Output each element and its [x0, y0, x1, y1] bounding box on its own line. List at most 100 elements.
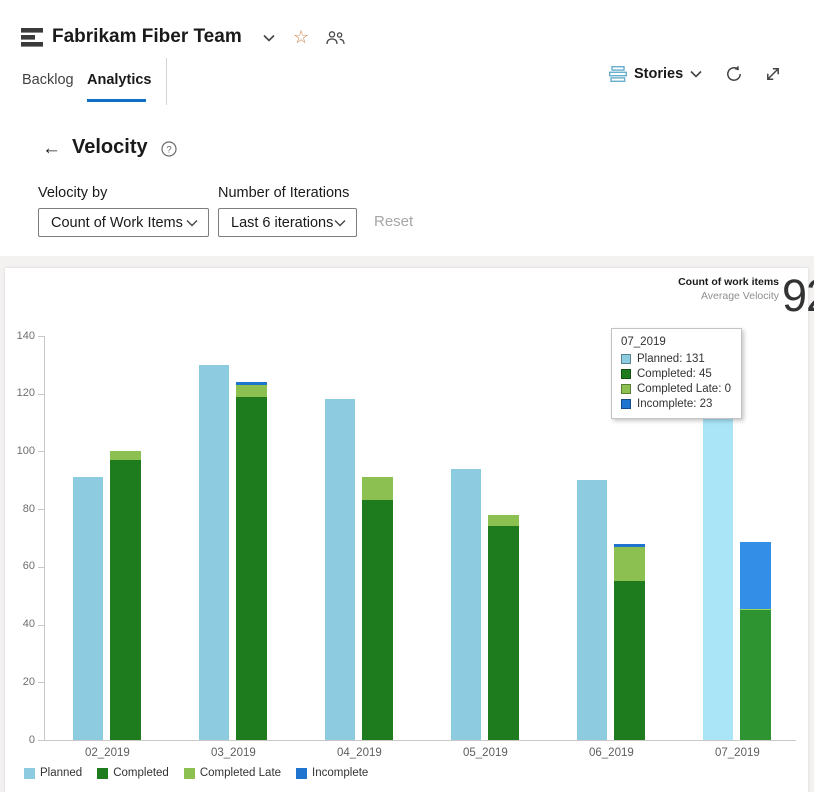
y-axis-label: 40 — [22, 618, 35, 631]
x-axis-label-04_2019: 04_2019 — [337, 747, 382, 759]
bar-completed-late-04_2019[interactable] — [362, 477, 393, 501]
y-axis-label: 140 — [16, 329, 35, 342]
tooltip-row-incomplete: Incomplete: 23 — [621, 398, 731, 410]
average-velocity-stat: Count of work items Average Velocity — [678, 276, 779, 302]
legend-item-incomplete[interactable]: Incomplete — [296, 767, 368, 779]
chart-tooltip: 07_2019 Planned: 131 Completed: 45 Complet… — [611, 328, 742, 419]
tab-backlog[interactable]: Backlog — [22, 72, 74, 88]
y-axis-tick — [38, 336, 44, 337]
legend-label: Incomplete — [312, 767, 369, 779]
help-circle-icon[interactable]: ? — [161, 141, 177, 157]
legend-swatch — [183, 767, 195, 779]
bar-planned-04_2019[interactable] — [325, 399, 355, 740]
chart-legend: Planned Completed Completed Late Incomplete — [24, 767, 368, 779]
velocity-chart-card: Count of work items Average Velocity 92 … — [5, 268, 814, 792]
tooltip-text: Completed Late: 0 — [637, 383, 731, 395]
tooltip-text: Planned: 131 — [637, 353, 705, 365]
star-icon[interactable]: ☆ — [293, 27, 310, 47]
bar-planned-06_2019[interactable] — [577, 480, 607, 740]
chevron-down-icon — [334, 219, 346, 227]
expand-icon[interactable] — [765, 66, 781, 82]
tooltip-swatch — [621, 399, 631, 409]
tab-analytics[interactable]: Analytics — [87, 72, 152, 88]
bar-completed-late-02_2019[interactable] — [110, 451, 141, 461]
y-axis-label: 80 — [22, 502, 35, 515]
active-tab-underline — [87, 99, 146, 102]
stat-title: Count of work items — [678, 276, 779, 288]
tooltip-title: 07_2019 — [621, 336, 666, 348]
velocity-by-label: Velocity by — [38, 185, 108, 201]
stat-subtitle: Average Velocity — [700, 290, 779, 302]
page-title: Velocity — [72, 136, 148, 158]
bar-completed-late-03_2019[interactable] — [236, 385, 267, 397]
bar-planned-05_2019[interactable] — [451, 468, 481, 740]
y-axis-tick — [38, 624, 44, 626]
x-axis-label-06_2019: 06_2019 — [589, 747, 634, 759]
chevron-down-icon — [690, 70, 702, 78]
svg-text:?: ? — [166, 144, 171, 155]
backlog-level-picker[interactable]: Stories — [606, 63, 705, 85]
tooltip-text: Incomplete: 23 — [637, 398, 713, 410]
bar-completed-02_2019[interactable] — [110, 460, 141, 740]
y-axis-tick — [38, 393, 44, 395]
bar-planned-02_2019[interactable] — [73, 477, 103, 740]
y-axis-tick — [38, 682, 44, 684]
legend-label: Planned — [40, 767, 83, 779]
average-velocity-value: 92 — [782, 270, 814, 321]
bar-incomplete-06_2019[interactable] — [614, 543, 645, 547]
y-axis-label: 100 — [16, 444, 35, 457]
tooltip-swatch — [621, 369, 631, 379]
x-axis-label-02_2019: 02_2019 — [85, 747, 130, 759]
back-arrow-icon[interactable]: ← — [42, 138, 61, 159]
reset-button[interactable]: Reset — [374, 213, 414, 230]
x-axis-label-05_2019: 05_2019 — [463, 747, 508, 759]
tooltip-swatch — [621, 354, 631, 364]
stories-backlog-icon — [609, 66, 627, 82]
velocity-by-value: Count of Work Items — [51, 214, 183, 231]
refresh-icon[interactable] — [725, 65, 743, 83]
bar-completed-late-06_2019[interactable] — [614, 546, 645, 582]
bar-incomplete-07_2019[interactable] — [740, 542, 771, 609]
y-axis-label: 0 — [28, 733, 35, 746]
iterations-label: Number of Iterations — [218, 185, 350, 201]
tooltip-row-completed-late: Completed Late: 0 — [621, 383, 731, 395]
tooltip-row-planned: Planned: 131 — [621, 353, 731, 365]
legend-label: Completed Late — [199, 767, 282, 779]
tooltip-row-completed: Completed: 45 — [621, 368, 731, 380]
iterations-dropdown[interactable]: Last 6 iterations — [218, 208, 357, 237]
bar-completed-06_2019[interactable] — [614, 581, 645, 740]
people-icon[interactable] — [326, 31, 345, 45]
bar-completed-04_2019[interactable] — [362, 500, 393, 740]
chevron-down-icon[interactable] — [263, 34, 275, 42]
chevron-down-icon — [186, 219, 198, 227]
y-axis-label: 60 — [22, 560, 35, 573]
backlog-level-label: Stories — [634, 66, 684, 82]
y-axis-tick — [38, 509, 44, 511]
bar-completed-07_2019[interactable] — [740, 610, 771, 740]
legend-swatch — [24, 767, 35, 779]
iterations-value: Last 6 iterations — [231, 214, 334, 231]
x-axis-label-07_2019: 07_2019 — [715, 747, 760, 759]
tab-divider — [166, 58, 167, 105]
tooltip-text: Completed: 45 — [637, 368, 712, 380]
y-axis-tick — [38, 451, 44, 453]
team-name-title[interactable]: Fabrikam Fiber Team — [52, 26, 242, 47]
bar-completed-late-07_2019[interactable] — [740, 608, 771, 611]
bar-completed-03_2019[interactable] — [236, 396, 267, 740]
bar-completed-05_2019[interactable] — [488, 526, 519, 740]
legend-item-completed-late[interactable]: Completed Late — [183, 767, 282, 779]
bar-planned-03_2019[interactable] — [199, 364, 229, 740]
x-axis-line — [44, 740, 796, 741]
legend-item-completed[interactable]: Completed — [97, 767, 169, 779]
bar-planned-07_2019[interactable] — [703, 361, 733, 740]
bar-incomplete-03_2019[interactable] — [236, 382, 267, 386]
y-axis-tick — [38, 740, 44, 741]
x-axis-label-03_2019: 03_2019 — [211, 747, 256, 759]
bar-completed-late-05_2019[interactable] — [488, 514, 519, 527]
y-axis-line — [44, 336, 45, 741]
y-axis-label: 120 — [16, 387, 35, 400]
velocity-by-dropdown[interactable]: Count of Work Items — [38, 208, 209, 237]
tooltip-swatch — [621, 384, 631, 394]
backlog-icon — [21, 28, 44, 47]
legend-item-planned[interactable]: Planned — [24, 767, 82, 779]
